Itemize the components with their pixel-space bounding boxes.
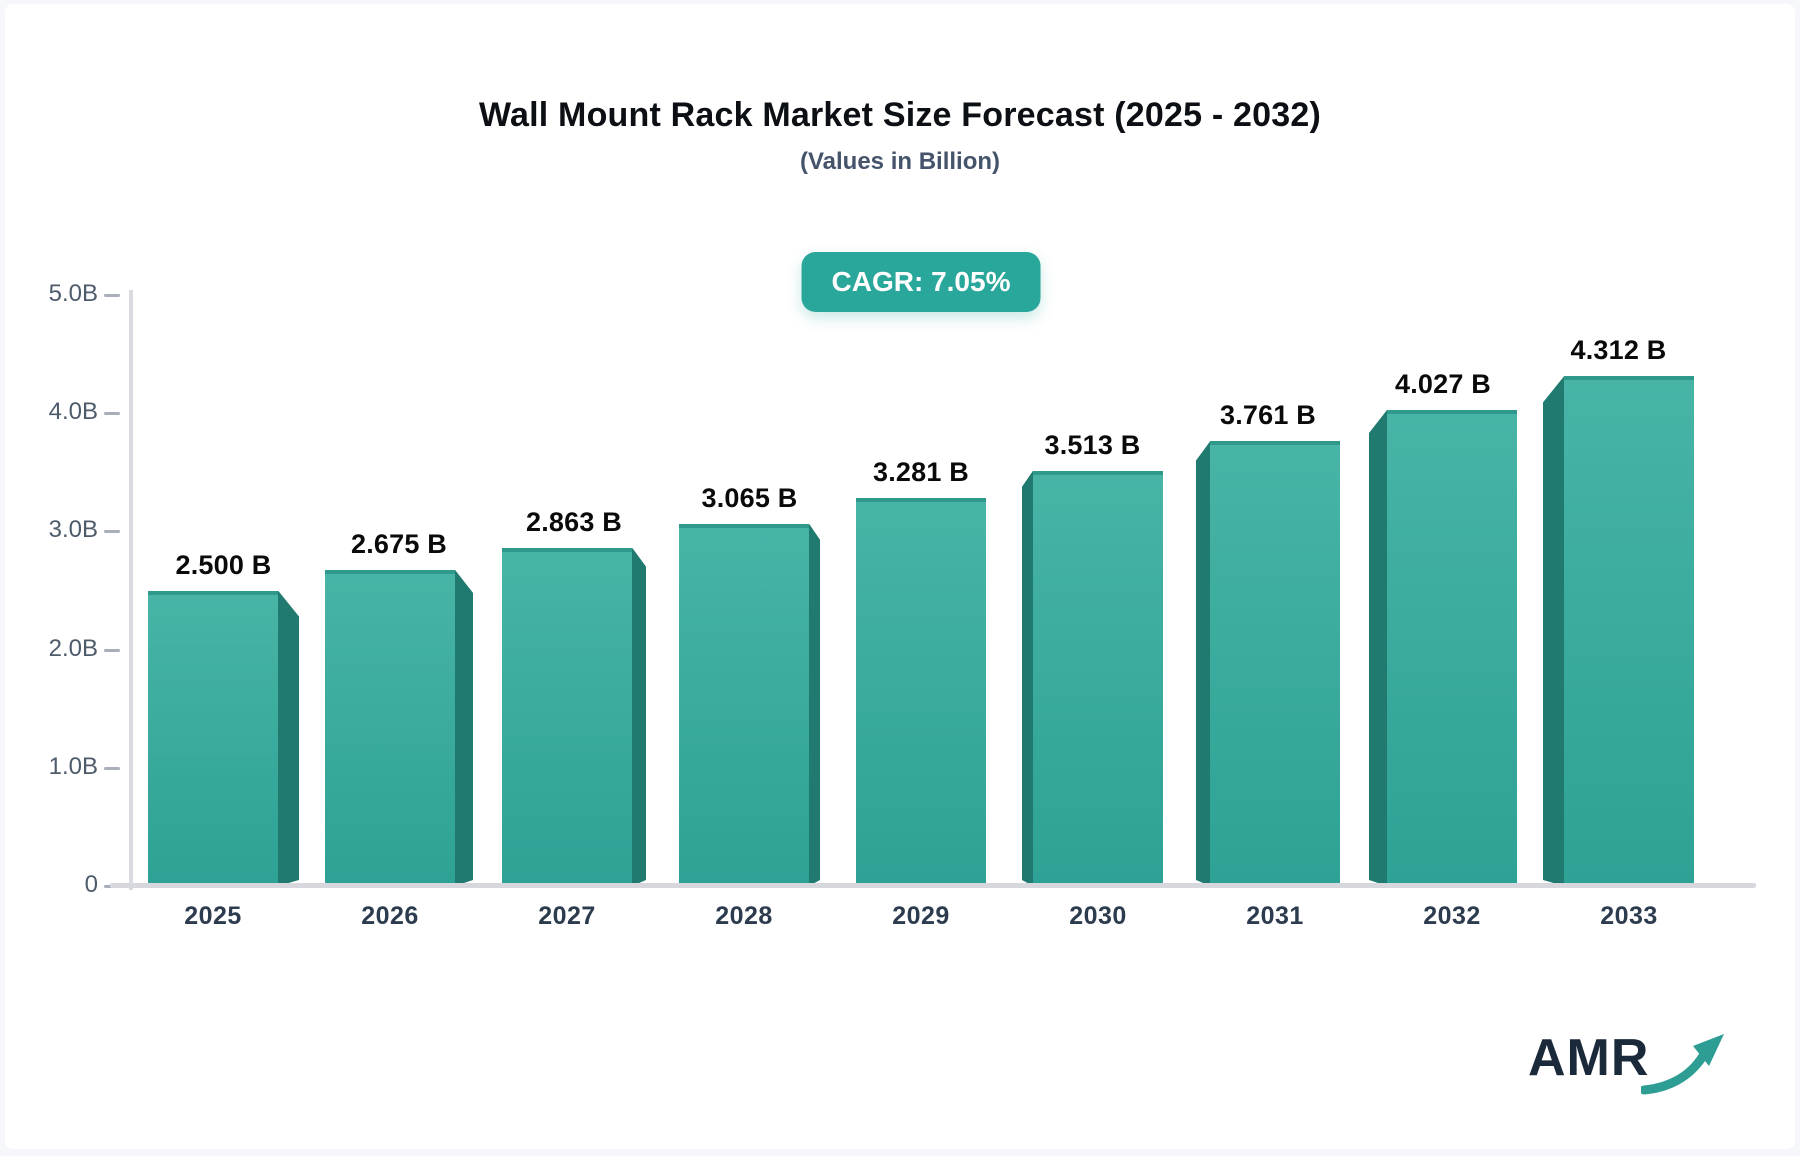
bar (148, 590, 278, 886)
growth-arrow-icon (1641, 1034, 1725, 1095)
bar (325, 569, 455, 886)
amr-logo: AMR (1528, 1032, 1729, 1096)
bar (1387, 410, 1517, 886)
chart-title: Wall Mount Rack Market Size Forecast (20… (478, 96, 1322, 134)
chart-subtitle: (Values in Billion) (799, 148, 1001, 175)
bar-value-label: 4.027 B (1395, 369, 1491, 399)
bar-value-label: 4.312 B (1570, 335, 1667, 366)
bar-side-face (278, 590, 299, 886)
xtick-label: 2026 (361, 902, 419, 930)
ytick-dash-icon (104, 412, 120, 416)
ytick-dash-icon (104, 530, 120, 534)
bar (1210, 441, 1340, 886)
ytick-label: 0 (84, 871, 98, 898)
bar-value-label: 3.281 B (873, 457, 969, 488)
ytick-label: 3.0B (48, 516, 98, 544)
xtick-label: 2025 (184, 902, 242, 930)
bar (679, 523, 809, 886)
bar-side-face (1543, 376, 1564, 886)
x-axis-line (110, 883, 1756, 888)
bar-value-label: 2.675 B (351, 528, 447, 559)
ytick-label: 2.0B (48, 634, 98, 662)
xtick-label: 2030 (1069, 902, 1127, 930)
xtick-label: 2033 (1600, 902, 1658, 930)
xtick-label: 2031 (1246, 902, 1304, 930)
xtick-label: 2028 (715, 902, 773, 930)
xtick-label: 2032 (1423, 902, 1481, 930)
bar (856, 498, 986, 886)
y-axis-line (129, 290, 133, 890)
bar-side-face (455, 569, 473, 886)
bar-side-face (632, 547, 646, 886)
ytick-label: 4.0B (48, 398, 98, 426)
ytick-label: 5.0B (48, 280, 98, 307)
bar (1033, 470, 1163, 886)
amr-logo-text: AMR (1528, 1029, 1650, 1087)
xtick-label: 2027 (538, 902, 596, 930)
cagr-badge: CAGR: 7.05% (801, 252, 1041, 312)
ytick-dash-icon (104, 648, 120, 652)
bar-value-label: 2.500 B (175, 549, 272, 580)
bar-value-label: 3.513 B (1044, 429, 1141, 460)
bar-value-label: 2.863 B (526, 506, 622, 537)
bar (502, 547, 632, 886)
bar-side-face (1369, 410, 1387, 886)
bar-value-label: 3.065 B (701, 482, 798, 513)
ytick-label: 1.0B (48, 752, 98, 780)
ytick-dash-icon (104, 294, 120, 297)
bar-side-face (1196, 441, 1210, 886)
bar-side-face (809, 523, 820, 886)
bar (1564, 376, 1694, 886)
bar-value-label: 3.761 B (1220, 400, 1316, 431)
bar-side-face (1022, 470, 1033, 886)
ytick-dash-icon (104, 766, 120, 770)
xtick-label: 2029 (892, 902, 950, 930)
